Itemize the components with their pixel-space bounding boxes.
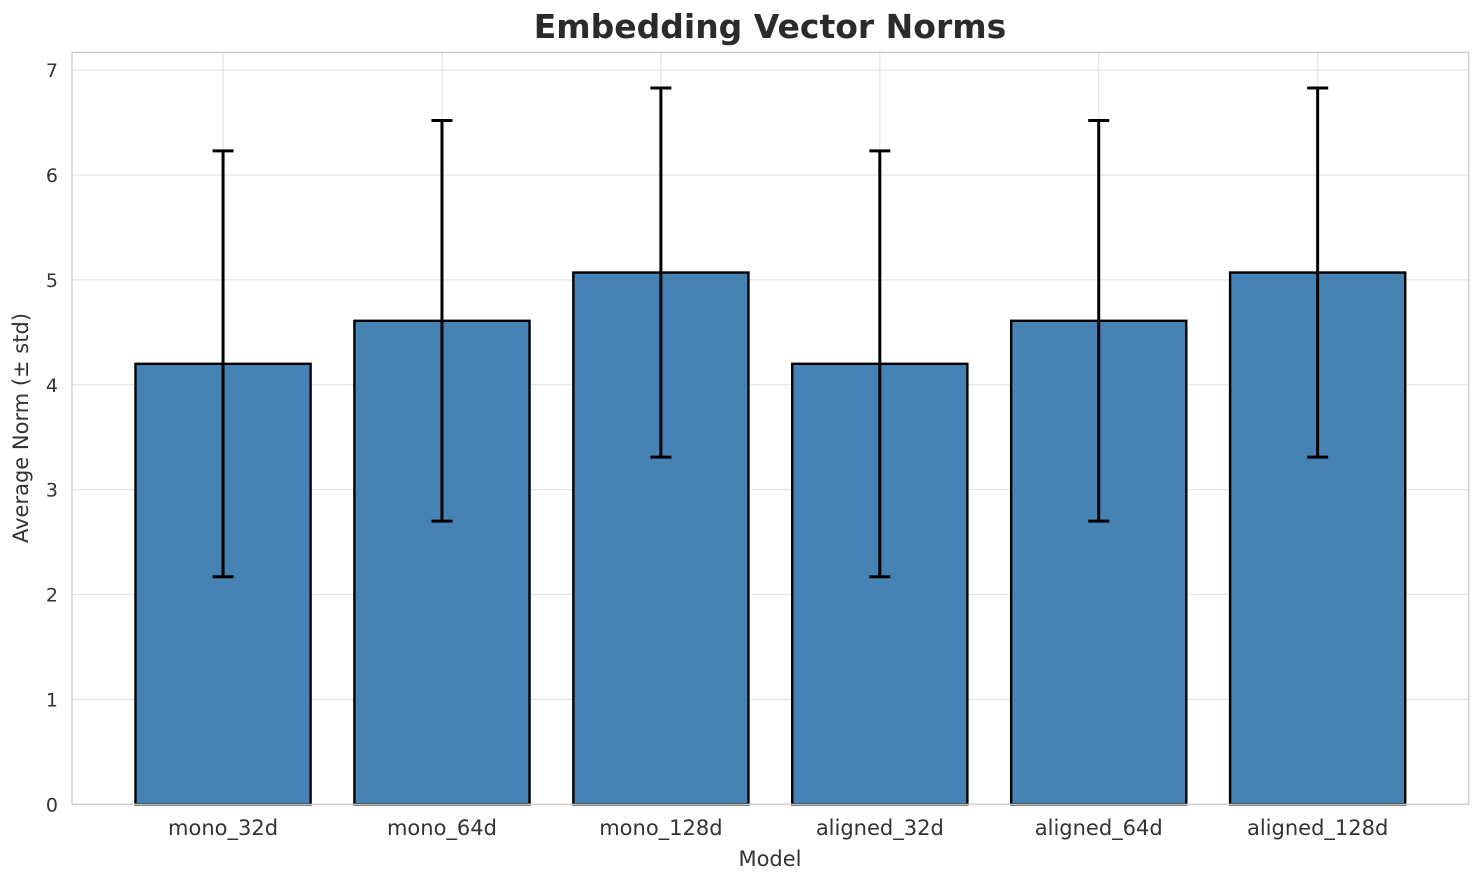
x-tick-label-aligned_64d: aligned_64d <box>1035 816 1163 841</box>
y-tick-label-7: 7 <box>46 60 58 82</box>
y-tick-label-6: 6 <box>46 165 58 187</box>
y-tick-label-5: 5 <box>46 270 58 292</box>
y-axis-label: Average Norm (± std) <box>9 313 33 543</box>
error-bars <box>212 86 1329 579</box>
y-tick-label-3: 3 <box>46 480 58 502</box>
y-tick-label-0: 0 <box>46 794 58 816</box>
y-tick-label-2: 2 <box>46 585 58 607</box>
x-tick-label-mono_64d: mono_64d <box>387 816 497 841</box>
y-tick-label-1: 1 <box>46 689 58 711</box>
x-axis-label: Model <box>738 847 801 871</box>
chart-title: Embedding Vector Norms <box>534 7 1007 46</box>
plot-border <box>71 51 1470 805</box>
x-tick-label-aligned_128d: aligned_128d <box>1247 816 1388 841</box>
x-tick-label-mono_128d: mono_128d <box>599 816 722 841</box>
bars <box>134 271 1407 806</box>
x-axis-tick-labels: mono_32d mono_64d mono_128d aligned_32d alig… <box>168 816 1388 841</box>
x-tick-label-aligned_32d: aligned_32d <box>816 816 944 841</box>
y-axis-tick-labels: 0 1 2 3 4 5 6 7 <box>46 60 58 816</box>
y-tick-label-4: 4 <box>46 375 58 397</box>
x-tick-label-mono_32d: mono_32d <box>168 816 278 841</box>
